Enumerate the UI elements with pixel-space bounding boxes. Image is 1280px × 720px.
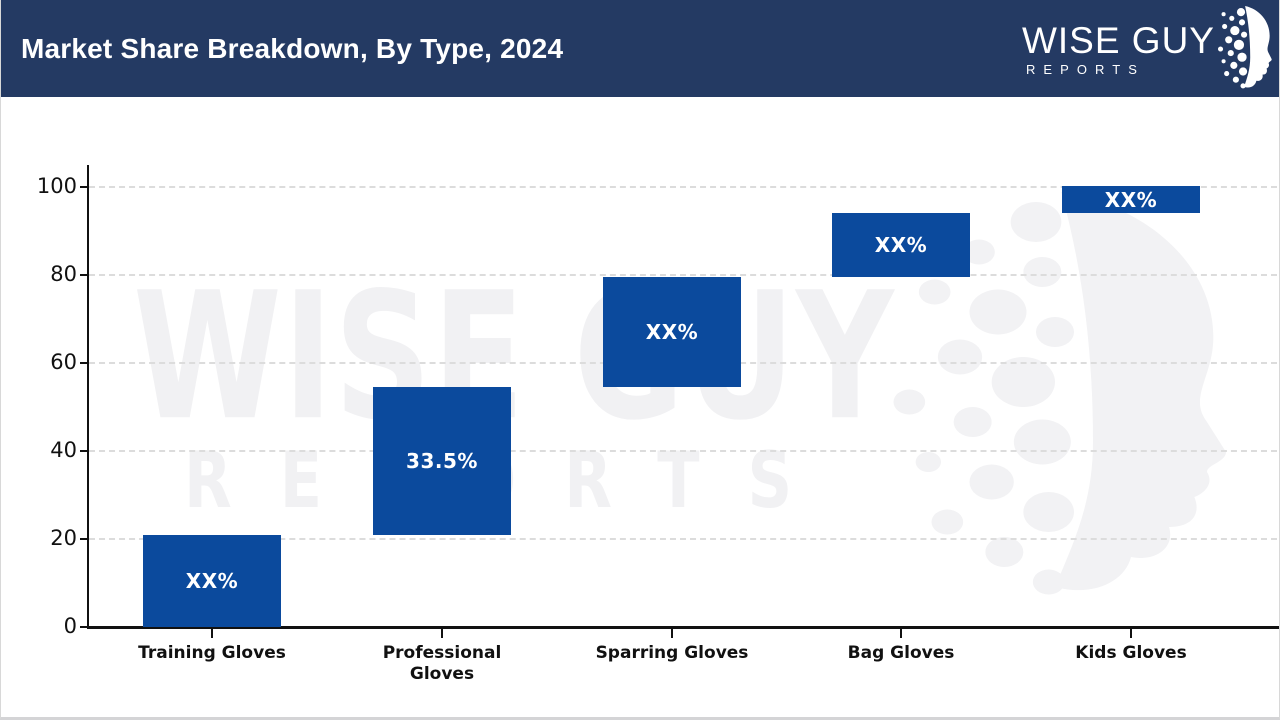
logo-name-text: WISE GUY	[1021, 19, 1215, 61]
watermark-text-line1: WISE GUY	[133, 254, 895, 459]
y-tick-mark	[80, 626, 88, 628]
x-axis-line	[87, 626, 1279, 629]
x-tick-mark	[671, 629, 673, 638]
y-axis-tick-label: 20	[50, 526, 77, 550]
y-tick-mark	[80, 186, 88, 188]
bar-value-label: XX%	[185, 568, 239, 593]
data-bar: XX%	[143, 534, 281, 627]
data-bar: XX%	[603, 277, 741, 388]
x-tick-mark	[900, 629, 902, 638]
y-tick-mark	[80, 538, 88, 540]
x-axis-category-label: Sparring Gloves	[595, 643, 749, 663]
bar-value-label: XX%	[645, 320, 699, 345]
head-silhouette-icon	[1217, 6, 1272, 89]
y-axis-line	[87, 165, 89, 629]
x-tick-mark	[211, 629, 213, 638]
bar-value-label: XX%	[1104, 187, 1158, 212]
x-axis-category-label: Training Gloves	[138, 643, 286, 663]
gridline	[89, 538, 1277, 540]
bar-value-label: 33.5%	[406, 448, 478, 473]
data-bar: XX%	[832, 213, 970, 278]
y-axis-tick-label: 80	[50, 262, 77, 286]
y-axis-tick-label: 0	[63, 614, 77, 638]
wiseguy-logo: WISE GUY REPORTS	[1022, 6, 1273, 92]
x-tick-mark	[1130, 629, 1132, 638]
logo-reports-text: REPORTS	[1025, 62, 1145, 78]
watermark-text-line2: REPORTS	[184, 434, 841, 526]
watermark-head-silhouette	[893, 192, 1226, 595]
chart-title: Market Share Breakdown, By Type, 2024	[21, 32, 564, 64]
data-bar: XX%	[1062, 185, 1200, 214]
logo-wordmark: WISE GUY REPORTS	[1021, 19, 1215, 78]
gridline	[89, 274, 1277, 276]
x-axis-category-label: Bag Gloves	[847, 643, 955, 663]
gridline	[89, 450, 1277, 452]
y-tick-mark	[80, 450, 88, 452]
gridline	[89, 186, 1277, 188]
y-axis-tick-label: 100	[36, 174, 77, 198]
y-tick-mark	[80, 362, 88, 364]
y-axis-tick-label: 40	[50, 438, 77, 462]
data-bar: 33.5%	[373, 387, 511, 535]
header: Market Share Breakdown, By Type, 2024 WI…	[1, 0, 1279, 97]
y-tick-mark	[80, 274, 88, 276]
x-axis-category-label: Kids Gloves	[1075, 643, 1187, 663]
x-axis-category-label: Professional Gloves	[382, 643, 502, 684]
bar-value-label: XX%	[874, 233, 928, 258]
y-axis-tick-label: 60	[50, 350, 77, 374]
x-tick-mark	[441, 629, 443, 638]
plot-area: WISE GUY REPORTS 0 20 40 60 80 100 XX% Training…	[1, 97, 1279, 717]
